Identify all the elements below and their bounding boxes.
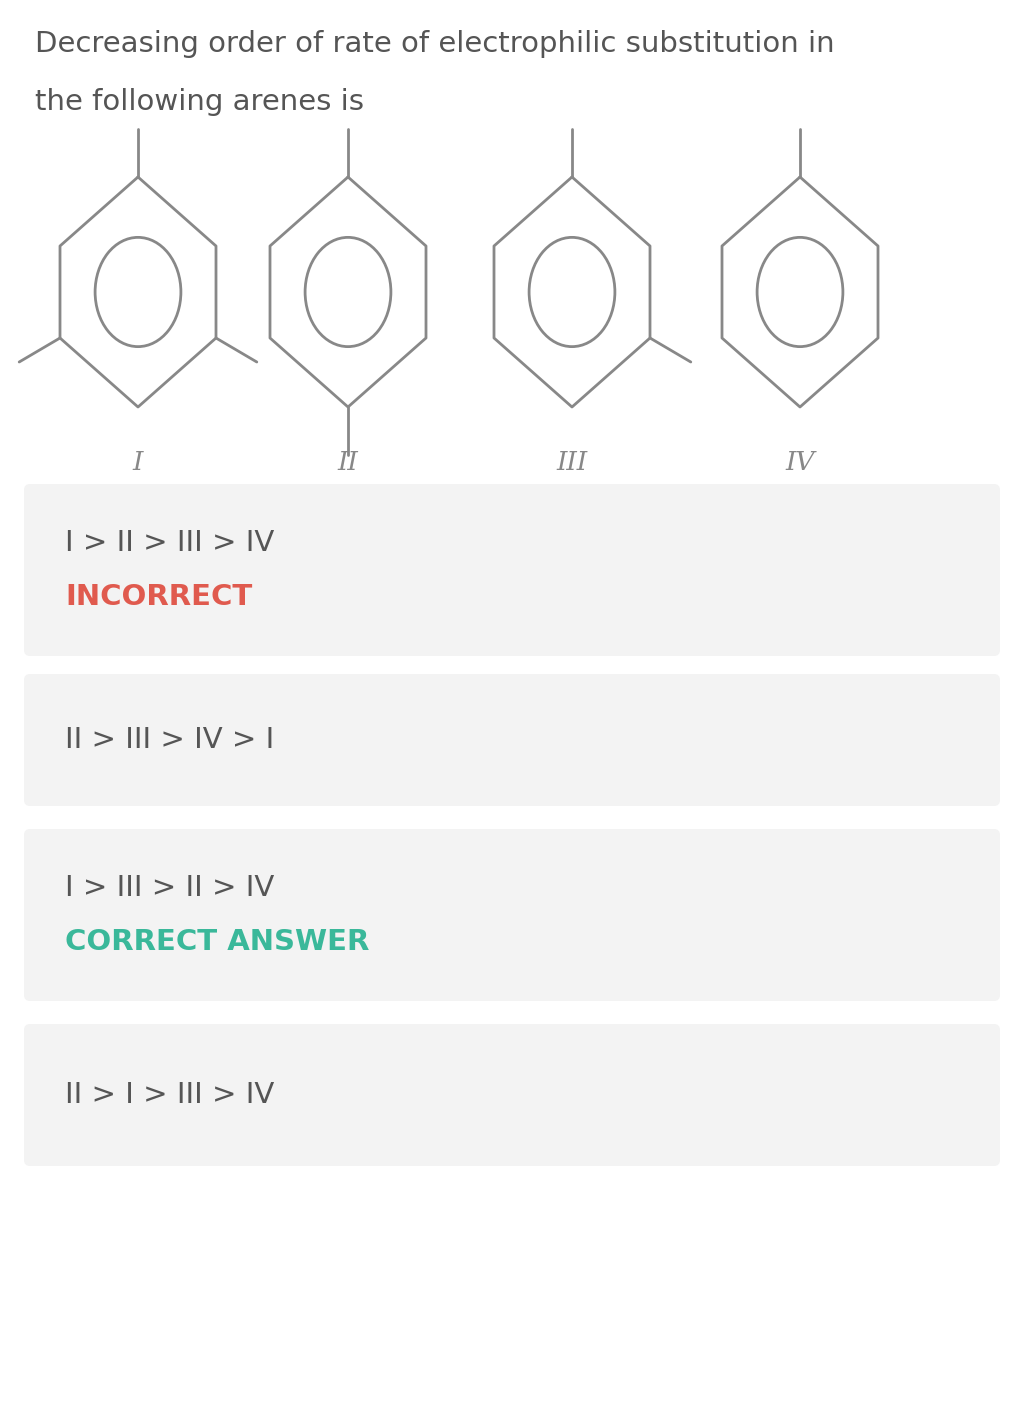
FancyBboxPatch shape <box>24 828 1000 1000</box>
FancyBboxPatch shape <box>24 485 1000 657</box>
Text: INCORRECT: INCORRECT <box>65 583 252 611</box>
Text: I > III > II > IV: I > III > II > IV <box>65 874 274 902</box>
Text: II > I > III > IV: II > I > III > IV <box>65 1081 274 1108</box>
Text: Decreasing order of rate of electrophilic substitution in: Decreasing order of rate of electrophili… <box>35 30 835 58</box>
Text: I > II > III > IV: I > II > III > IV <box>65 529 274 557</box>
Text: II: II <box>338 449 358 475</box>
FancyBboxPatch shape <box>24 1025 1000 1167</box>
Text: IV: IV <box>785 449 815 475</box>
Text: I: I <box>133 449 143 475</box>
Text: III: III <box>556 449 588 475</box>
Text: II > III > IV > I: II > III > IV > I <box>65 726 274 755</box>
Text: CORRECT ANSWER: CORRECT ANSWER <box>65 928 370 956</box>
Text: the following arenes is: the following arenes is <box>35 88 364 117</box>
FancyBboxPatch shape <box>24 674 1000 806</box>
